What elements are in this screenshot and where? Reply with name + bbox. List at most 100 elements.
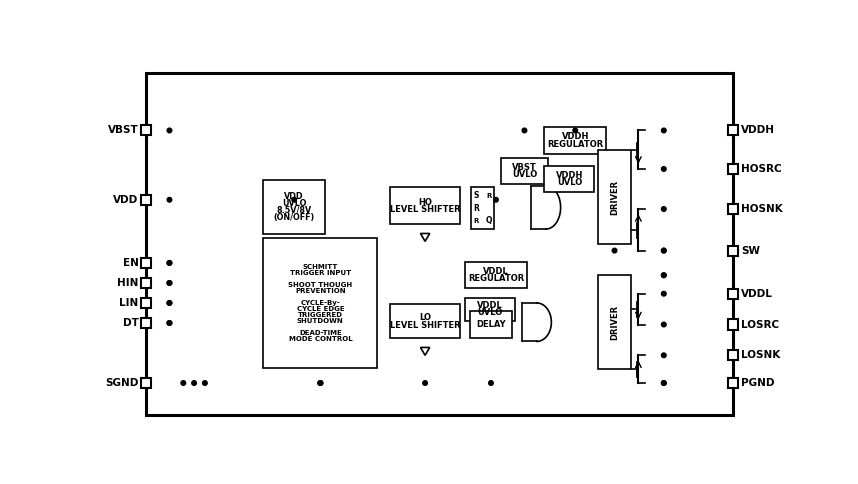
Circle shape [292, 197, 297, 202]
Bar [142, 125, 151, 136]
Text: VDD: VDD [285, 192, 304, 201]
Bar [142, 195, 151, 205]
Bar [728, 164, 738, 174]
Circle shape [167, 320, 172, 325]
Circle shape [662, 273, 666, 277]
Text: DRIVER: DRIVER [610, 180, 619, 215]
Circle shape [493, 197, 498, 202]
Text: Q: Q [486, 216, 492, 225]
Circle shape [318, 381, 323, 385]
Text: SW: SW [740, 245, 760, 256]
Circle shape [167, 320, 172, 325]
Text: LIN: LIN [119, 298, 139, 308]
Bar [728, 245, 738, 256]
Text: UVLO: UVLO [557, 178, 582, 187]
Text: EN: EN [123, 258, 139, 268]
Circle shape [488, 381, 493, 385]
Text: VBST: VBST [512, 163, 537, 172]
Text: DEAD-TIME: DEAD-TIME [299, 330, 341, 336]
Circle shape [662, 273, 666, 277]
Bar [598, 275, 631, 369]
Polygon shape [420, 348, 430, 355]
Circle shape [167, 281, 172, 285]
Text: LO: LO [419, 313, 431, 322]
Text: TRIGGER INPUT: TRIGGER INPUT [290, 270, 351, 276]
Text: UVLO: UVLO [512, 170, 537, 180]
Text: VDD: VDD [113, 195, 139, 205]
Bar [142, 318, 151, 328]
Text: HOSRC: HOSRC [740, 164, 782, 174]
Text: LEVEL SHIFTER: LEVEL SHIFTER [390, 320, 461, 330]
Text: VDDL: VDDL [477, 301, 503, 310]
Text: S: S [474, 191, 479, 200]
Circle shape [318, 381, 323, 385]
Text: SHUTDOWN: SHUTDOWN [297, 318, 344, 324]
Text: VDDL: VDDL [740, 288, 773, 299]
Circle shape [192, 381, 196, 385]
Circle shape [613, 248, 617, 253]
Circle shape [167, 128, 172, 133]
Bar [728, 288, 738, 299]
Circle shape [662, 381, 666, 385]
Text: LEVEL SHIFTER: LEVEL SHIFTER [390, 205, 461, 214]
Text: TRIGGERED: TRIGGERED [298, 312, 343, 318]
Text: VDDL: VDDL [483, 267, 509, 276]
Text: UVLO: UVLO [282, 199, 306, 208]
Text: VDDH: VDDH [556, 171, 583, 180]
Text: DRIVER: DRIVER [610, 304, 619, 340]
Text: VBST: VBST [108, 125, 139, 136]
Text: HO: HO [418, 198, 432, 207]
Circle shape [202, 381, 207, 385]
Polygon shape [420, 233, 430, 242]
Text: R: R [474, 217, 479, 224]
Bar [728, 204, 738, 214]
Text: CYCLE-By-: CYCLE-By- [300, 300, 341, 306]
Text: DT: DT [123, 318, 139, 328]
Circle shape [167, 281, 172, 285]
Text: UVLO: UVLO [478, 308, 503, 317]
Text: R: R [486, 193, 492, 199]
Bar [545, 166, 595, 192]
Bar [728, 125, 738, 136]
Circle shape [167, 301, 172, 305]
Circle shape [662, 128, 666, 133]
Text: VDDH: VDDH [740, 125, 775, 136]
Circle shape [167, 301, 172, 305]
Text: R: R [474, 204, 480, 213]
Bar [545, 127, 606, 153]
Circle shape [662, 353, 666, 358]
Bar [500, 158, 548, 184]
Circle shape [662, 291, 666, 296]
Text: HOSNK: HOSNK [740, 204, 782, 214]
Circle shape [167, 260, 172, 265]
Circle shape [181, 381, 185, 385]
Text: LOSRC: LOSRC [740, 319, 779, 330]
Circle shape [523, 128, 527, 133]
Text: MODE CONTROL: MODE CONTROL [288, 336, 352, 342]
Bar [728, 319, 738, 330]
Circle shape [573, 128, 577, 133]
Bar [471, 187, 494, 229]
Text: 8.5V/8V: 8.5V/8V [276, 206, 311, 214]
Text: CYCLE EDGE: CYCLE EDGE [297, 306, 344, 312]
Circle shape [167, 197, 172, 202]
Text: REGULATOR: REGULATOR [547, 139, 603, 149]
Bar [465, 298, 515, 320]
Bar [465, 262, 527, 288]
Text: (ON/OFF): (ON/OFF) [274, 212, 315, 222]
Bar [142, 258, 151, 268]
Bar [728, 378, 738, 388]
Text: SHOOT THOUGH: SHOOT THOUGH [288, 282, 353, 288]
Circle shape [662, 322, 666, 327]
Bar [142, 278, 151, 288]
Bar [390, 187, 460, 225]
Text: DELAY: DELAY [476, 320, 505, 329]
Bar [263, 238, 378, 368]
Text: REGULATOR: REGULATOR [468, 274, 524, 283]
Bar [390, 304, 460, 338]
Circle shape [318, 381, 323, 385]
Circle shape [167, 260, 172, 265]
Circle shape [662, 381, 666, 385]
Bar [147, 74, 733, 415]
Text: PGND: PGND [740, 378, 774, 388]
